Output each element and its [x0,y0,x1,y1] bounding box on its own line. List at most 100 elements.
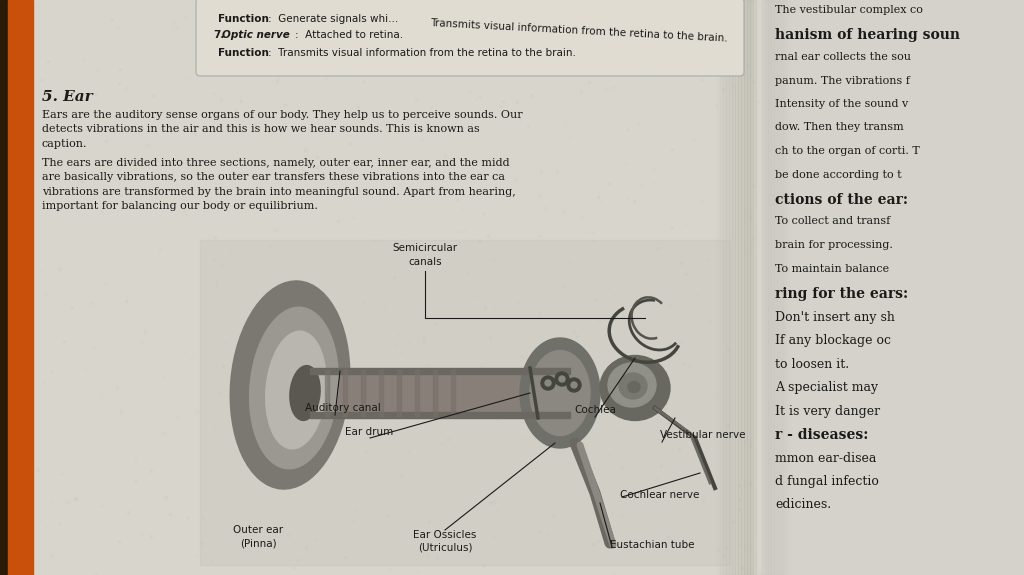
Bar [613,374,615,375]
Bar [347,74,349,75]
Bar [285,105,287,106]
Bar [398,29,400,32]
Bar [620,430,622,432]
Bar [218,392,220,394]
Text: The ears are divided into three sections, namely, outer ear, inner ear, and the : The ears are divided into three sections… [42,158,516,211]
Bar [127,193,129,195]
Bar [463,229,465,231]
Bar [294,67,296,68]
Bar [768,0,774,575]
Bar [611,512,613,513]
Bar [391,189,393,191]
Bar [400,351,402,354]
Bar [732,86,734,87]
Bar [134,168,136,170]
Bar [424,338,426,339]
Text: It is very danger: It is very danger [775,404,880,417]
Bar [223,342,225,344]
Bar [46,526,48,528]
Bar [479,240,481,243]
Bar [74,497,76,499]
Bar [430,541,432,543]
Bar [577,21,579,23]
Bar [457,231,459,232]
Bar [519,118,520,120]
Bar [529,44,531,46]
Bar [494,501,496,503]
Bar [457,199,458,201]
Bar [762,0,768,575]
Ellipse shape [229,280,350,490]
Bar [750,0,756,575]
Bar [539,235,541,237]
Bar [494,308,496,310]
Bar [162,126,164,129]
Bar [234,108,237,110]
Bar [668,421,670,423]
Bar [195,133,197,135]
Bar [468,530,470,532]
Bar [672,543,674,545]
Bar [242,340,244,342]
Bar [140,533,142,535]
Bar [203,24,205,26]
Bar [493,258,495,260]
Bar [483,306,485,309]
Bar [594,62,595,63]
Bar [66,162,68,163]
Bar [125,300,127,302]
Bar [699,79,701,80]
Bar [93,347,95,349]
Bar [315,370,317,372]
Bar [423,341,425,343]
Bar [91,302,93,304]
Bar [600,62,602,63]
Text: hanism of hearing soun: hanism of hearing soun [775,29,961,43]
Bar [540,391,542,393]
Bar [612,86,614,88]
Bar [671,225,673,228]
Circle shape [545,380,551,386]
Bar [744,0,750,575]
Bar [433,50,435,52]
Bar [521,438,523,440]
Text: Function: Function [218,48,269,58]
Bar [347,167,349,170]
Bar [562,212,564,213]
Bar [729,0,735,575]
Text: be done according to t: be done according to t [775,170,901,179]
Bar [567,462,569,464]
Bar [547,47,549,49]
Text: r - diseases:: r - diseases: [775,428,868,442]
Bar [628,197,630,198]
Bar [307,12,309,14]
Bar [240,21,242,23]
Text: Eustachian tube: Eustachian tube [610,540,694,550]
Bar [652,182,653,184]
Bar [185,516,187,519]
Text: Vestibular nerve: Vestibular nerve [660,430,745,440]
Bar [702,500,705,502]
Bar [480,365,482,367]
Text: ctions of the ear:: ctions of the ear: [775,193,908,207]
Bar [37,469,39,471]
Bar [432,398,434,400]
Bar [552,515,554,517]
Bar [751,246,753,248]
Bar [466,39,468,41]
Bar [99,504,101,507]
Bar [305,164,307,166]
Bar [515,179,517,181]
Bar [741,0,746,575]
Bar [434,323,436,324]
Bar [118,82,120,84]
Bar [565,124,567,125]
Bar [276,80,279,82]
Bar [706,259,708,261]
Bar [105,140,108,142]
Bar [493,536,495,538]
Ellipse shape [265,331,327,449]
Bar [447,56,450,58]
Bar [558,414,560,416]
Bar [200,44,202,46]
